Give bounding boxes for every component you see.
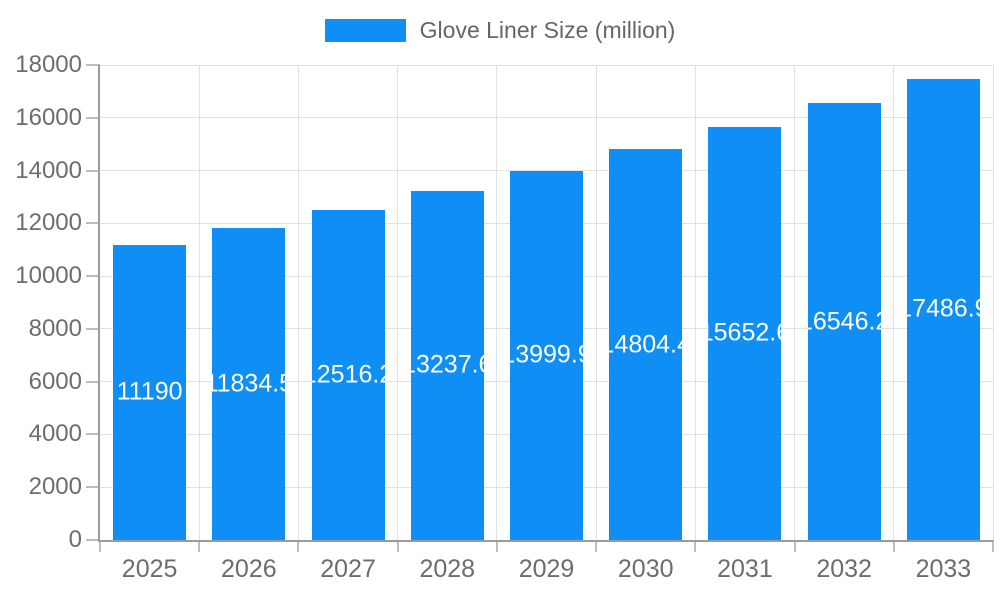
bar: 13237.6 — [410, 190, 484, 540]
x-tick-label: 2028 — [419, 555, 476, 583]
x-tick-label: 2025 — [121, 555, 178, 583]
y-tick-mark — [86, 380, 100, 383]
gridline-vertical — [595, 65, 597, 540]
gridline-vertical — [496, 65, 498, 540]
y-tick-label: 18000 — [15, 51, 82, 78]
bar-value-label: 15652.6 — [708, 318, 781, 347]
bar: 15652.6 — [708, 126, 782, 540]
x-tick-mark — [396, 540, 399, 552]
bar-value-label: 11190 — [116, 377, 183, 406]
y-tick-label: 4000 — [28, 420, 82, 448]
y-tick-mark — [86, 169, 100, 172]
y-tick-mark — [86, 486, 100, 489]
gridline-horizontal — [100, 117, 993, 119]
legend: Glove Liner Size (million) — [0, 17, 1000, 44]
plot-area: 0 2000 4000 6000 8000 10000 12000 14000 16000 180… — [15, 52, 994, 583]
bar-value-label: 13237.6 — [411, 350, 484, 379]
gridline-vertical — [297, 65, 299, 540]
bar: 11190 — [113, 244, 187, 540]
bar-value-label: 17486.9 — [907, 294, 980, 323]
x-tick-mark — [892, 540, 895, 552]
gridline-vertical — [992, 65, 994, 540]
x-tick-mark — [793, 540, 796, 552]
y-axis-line — [98, 65, 100, 542]
x-tick-label: 2027 — [320, 555, 376, 583]
y-tick-label: 8000 — [28, 314, 82, 342]
x-tick-mark — [495, 540, 498, 552]
x-tick-mark — [297, 540, 300, 552]
x-tick-label: 2031 — [717, 555, 773, 583]
y-tick-mark — [86, 64, 100, 66]
bar: 12516.2 — [311, 209, 385, 540]
x-tick-label: 2026 — [221, 555, 277, 583]
bar: 14804.4 — [609, 149, 683, 540]
x-tick-mark — [694, 540, 697, 552]
gridline-vertical — [794, 65, 796, 540]
bar: 17486.9 — [906, 78, 980, 540]
y-tick-label: 14000 — [15, 156, 82, 184]
x-tick-mark — [595, 540, 598, 552]
bar-value-label: 11834.5 — [212, 369, 285, 398]
legend-swatch-icon — [324, 19, 406, 42]
gridline-vertical — [694, 65, 696, 540]
y-tick-label: 16000 — [15, 103, 82, 131]
y-tick-label: 0 — [68, 526, 82, 553]
y-tick-mark — [86, 433, 100, 436]
y-tick-mark — [86, 275, 100, 278]
gridline-horizontal — [100, 64, 993, 66]
legend-label: Glove Liner Size (million) — [419, 17, 676, 43]
x-tick-mark — [992, 540, 994, 552]
x-tick-label: 2030 — [617, 555, 674, 583]
x-tick-mark — [198, 540, 201, 552]
gridline-vertical — [397, 65, 399, 540]
bar: 11834.5 — [212, 227, 286, 540]
y-tick-mark — [86, 539, 100, 541]
bar-value-label: 16546.2 — [808, 307, 881, 336]
bar-value-label: 13999.9 — [510, 340, 583, 369]
gridline-horizontal — [100, 170, 993, 172]
x-tick-mark — [99, 540, 101, 552]
gridline-vertical — [198, 65, 200, 540]
y-tick-label: 10000 — [15, 262, 82, 290]
y-tick-mark — [86, 327, 100, 330]
y-tick-label: 12000 — [15, 209, 82, 237]
y-tick-mark — [86, 116, 100, 119]
bar: 16546.2 — [807, 103, 881, 540]
x-tick-label: 2032 — [816, 555, 872, 583]
gridline-vertical — [893, 65, 895, 540]
bar-value-label: 12516.2 — [312, 360, 385, 389]
bar-value-label: 14804.4 — [609, 330, 682, 359]
y-tick-label: 2000 — [28, 473, 82, 501]
x-tick-label: 2033 — [915, 555, 972, 583]
y-tick-mark — [86, 222, 100, 225]
y-tick-label: 6000 — [28, 367, 82, 395]
legend-item[interactable]: Glove Liner Size (million) — [324, 17, 676, 44]
bar: 13999.9 — [510, 170, 583, 540]
x-tick-label: 2029 — [518, 555, 575, 583]
x-axis-line — [98, 540, 993, 542]
